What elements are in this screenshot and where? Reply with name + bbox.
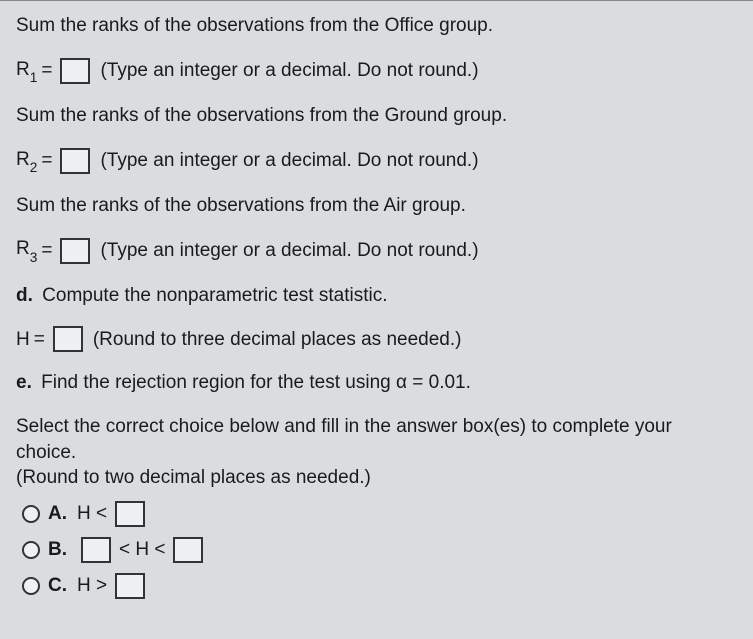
- r1-hint: (Type an integer or a decimal. Do not ro…: [100, 58, 478, 84]
- select-text: Select the correct choice below and fill…: [16, 414, 737, 465]
- r2-var: R2: [16, 147, 37, 175]
- select-instructions: Select the correct choice below and fill…: [16, 414, 737, 491]
- r3-var: R3: [16, 236, 37, 264]
- r3-prompt: Sum the ranks of the observations from t…: [16, 193, 737, 219]
- choice-c-input[interactable]: [115, 573, 145, 599]
- r3-input[interactable]: [60, 238, 90, 264]
- part-d-text: Compute the nonparametric test statistic…: [42, 285, 387, 306]
- part-d-label: d.: [16, 285, 33, 306]
- choice-b-row[interactable]: B. < H <: [22, 537, 737, 563]
- choice-c-content: H >: [77, 573, 149, 599]
- part-e-text: Find the rejection region for the test u…: [41, 372, 471, 393]
- r1-var: R1: [16, 57, 37, 85]
- choice-c-row[interactable]: C. H >: [22, 573, 737, 599]
- radio-b[interactable]: [22, 541, 40, 559]
- radio-c[interactable]: [22, 577, 40, 595]
- choice-c-label: C.: [48, 573, 67, 599]
- radio-a[interactable]: [22, 505, 40, 523]
- r1-input[interactable]: [60, 58, 90, 84]
- choice-b-label: B.: [48, 537, 67, 563]
- choice-b-content: < H <: [77, 537, 207, 563]
- round2-text: (Round to two decimal places as needed.): [16, 465, 737, 491]
- eq-sign: =: [41, 238, 52, 264]
- part-d: d. Compute the nonparametric test statis…: [16, 283, 737, 309]
- r2-hint: (Type an integer or a decimal. Do not ro…: [100, 148, 478, 174]
- choice-c-pre: H >: [77, 573, 107, 599]
- r2-prompt: Sum the ranks of the observations from t…: [16, 103, 737, 129]
- choice-a-input[interactable]: [115, 501, 145, 527]
- h-equation: H = (Round to three decimal places as ne…: [16, 326, 737, 352]
- choice-a-label: A.: [48, 501, 67, 527]
- part-e-label: e.: [16, 372, 32, 393]
- choice-b-input-high[interactable]: [173, 537, 203, 563]
- r1-equation: R1 = (Type an integer or a decimal. Do n…: [16, 57, 737, 85]
- r1-prompt: Sum the ranks of the observations from t…: [16, 13, 737, 39]
- eq-sign: =: [41, 148, 52, 174]
- eq-sign: =: [34, 327, 45, 353]
- r2-input[interactable]: [60, 148, 90, 174]
- choice-b-input-low[interactable]: [81, 537, 111, 563]
- r2-equation: R2 = (Type an integer or a decimal. Do n…: [16, 147, 737, 175]
- h-hint: (Round to three decimal places as needed…: [93, 327, 462, 353]
- part-e: e. Find the rejection region for the tes…: [16, 370, 737, 396]
- r3-hint: (Type an integer or a decimal. Do not ro…: [100, 238, 478, 264]
- h-input[interactable]: [53, 326, 83, 352]
- h-var: H: [16, 327, 30, 353]
- choice-a-pre: H <: [77, 501, 107, 527]
- choice-b-mid: < H <: [119, 537, 165, 563]
- choice-a-row[interactable]: A. H <: [22, 501, 737, 527]
- choice-a-content: H <: [77, 501, 149, 527]
- eq-sign: =: [41, 58, 52, 84]
- r3-equation: R3 = (Type an integer or a decimal. Do n…: [16, 236, 737, 264]
